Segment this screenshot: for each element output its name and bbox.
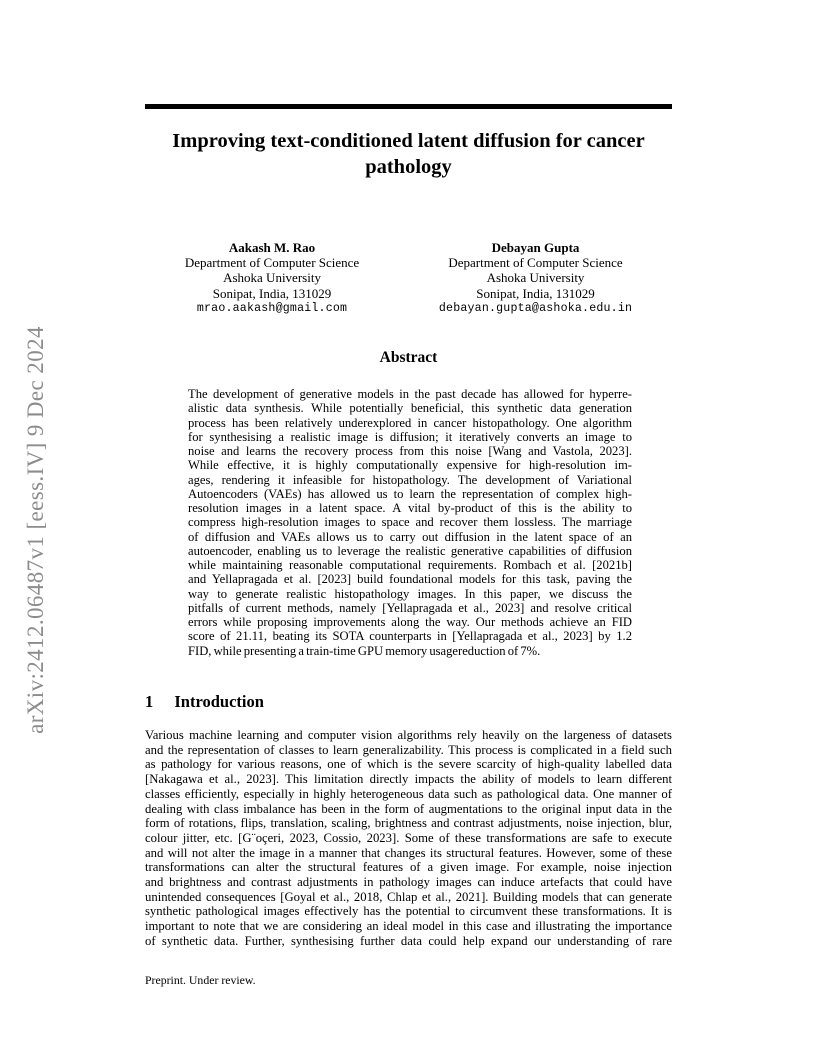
text-line: ages, rendering it infeasible for histop…	[188, 472, 632, 487]
text-line: compress high-resolution images to space…	[188, 515, 632, 530]
author-1-email: mrao.aakash@gmail.com	[196, 301, 348, 315]
text-line: The development of generative models in …	[188, 387, 632, 401]
text-line: and brightness and contrast adjustments …	[145, 875, 672, 890]
preprint-footer: Preprint. Under review.	[145, 973, 256, 987]
author-2-university: Ashoka University	[486, 270, 585, 286]
text-line: unintended consequences [Goyal et al., 2…	[145, 889, 672, 904]
text-line: autoencoder, enabling us to leverage the…	[188, 543, 632, 558]
author-1-address: Sonipat, India, 131029	[212, 285, 332, 301]
author-1: Aakash M. Rao Department of Computer Sci…	[185, 240, 359, 316]
author-2-email: debayan.gupta@ashoka.edu.in	[438, 301, 633, 315]
text-line: pitfalls of current methods, namely [Yel…	[188, 600, 632, 615]
text-line: noise and learns the recovery process fr…	[188, 444, 632, 458]
title-rule	[145, 104, 672, 109]
section-1-number: 1	[145, 692, 154, 711]
text-line: [Nakagawa et al., 2023]. This limitation…	[145, 772, 672, 787]
text-line: While effective, it is highly computatio…	[188, 458, 632, 473]
abstract-heading: Abstract	[379, 349, 438, 366]
author-1-name: Aakash M. Rao	[228, 240, 316, 255]
text-line: of diffusion and VAEs allows us to carry…	[188, 529, 632, 544]
text-line: Various machine learning and computer vi…	[145, 728, 672, 742]
text-line: colour jitter, etc. [G¨oçeri, 2023, Coss…	[145, 830, 672, 845]
text-line: process has been relatively underexplore…	[188, 415, 632, 430]
text-line: alistic data synthesis. While potentiall…	[188, 401, 632, 416]
author-2: Debayan Gupta Department of Computer Sci…	[439, 240, 632, 316]
arxiv-watermark: arXiv:2412.06487v1 [eess.IV] 9 Dec 2024	[23, 326, 48, 734]
section-1-title: Introduction	[174, 692, 264, 711]
paper-title-line-1: Improving text-conditioned latent diffus…	[172, 130, 645, 152]
text-line: and the representation of classes to lea…	[145, 742, 672, 757]
text-line: way to generate realistic histopathology…	[188, 586, 632, 601]
author-block: Aakash M. Rao Department of Computer Sci…	[145, 240, 672, 316]
text-line: FID, while presenting a train-time GPU m…	[188, 643, 541, 658]
abstract-body: The development of generative models in …	[188, 387, 632, 658]
text-line: form of rotations, flips, translation, s…	[145, 816, 672, 831]
text-line: synthetic pathological images effectivel…	[145, 904, 672, 919]
introduction-body: Various machine learning and computer vi…	[145, 728, 672, 949]
text-line: errors while proposing improvements alon…	[188, 615, 632, 629]
author-1-department: Department of Computer Science	[184, 255, 360, 271]
section-1-heading: 1 Introduction	[145, 692, 264, 712]
paper-title-line-2: pathology	[365, 156, 452, 178]
text-line: resolution images in a latent space. A v…	[188, 501, 632, 515]
paper-title: Improving text-conditioned latent diffus…	[145, 128, 672, 180]
author-2-address: Sonipat, India, 131029	[476, 285, 595, 301]
text-line: classes efficiently, especially in highl…	[145, 786, 672, 801]
author-1-university: Ashoka University	[223, 270, 321, 286]
text-line: and will not alter the image in a manner…	[145, 845, 672, 860]
text-line: and Yellapragada et al. [2023] build fou…	[188, 572, 632, 587]
author-2-name: Debayan Gupta	[491, 240, 580, 255]
text-line: as pathology for various reasons, one of…	[145, 757, 672, 772]
text-line: while maintaining reasonable computation…	[188, 558, 632, 572]
text-line: of synthetic data. Further, synthesising…	[145, 933, 672, 948]
text-line: dealing with class imbalance has been in…	[145, 801, 672, 816]
text-line: score of 21.11, beating its SOTA counter…	[188, 629, 632, 644]
text-line: transformations can alter the structural…	[145, 860, 672, 875]
text-line: important to note that we are considerin…	[145, 919, 672, 934]
author-2-department: Department of Computer Science	[448, 255, 623, 271]
text-line: Autoencoders (VAEs) has allowed us to le…	[188, 486, 632, 501]
text-line: for synthesising a realistic image is di…	[188, 429, 632, 444]
